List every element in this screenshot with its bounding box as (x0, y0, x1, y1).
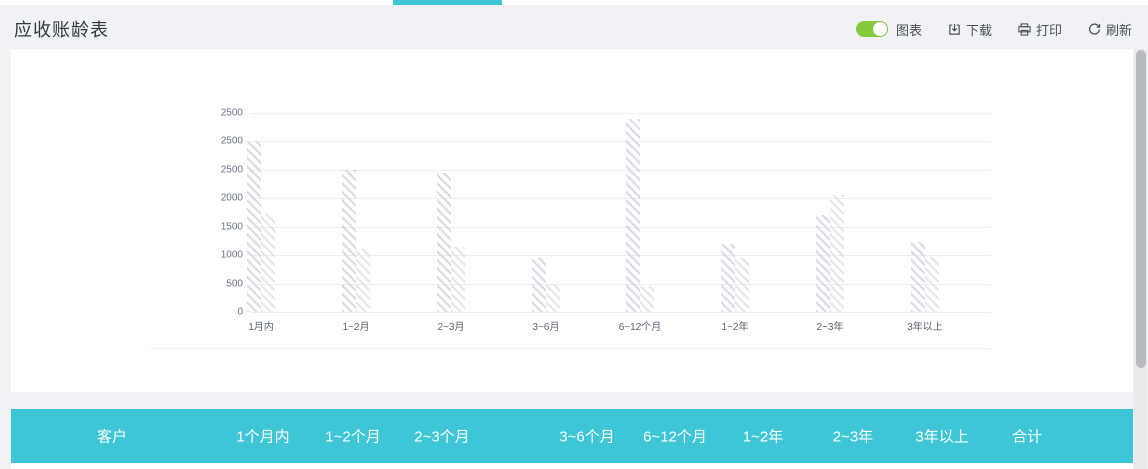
bar-series-2[interactable] (546, 284, 560, 312)
table-header-cell[interactable]: 合计 (1011, 428, 1042, 446)
printer-icon (1018, 22, 1031, 36)
bar-series-1[interactable] (911, 242, 925, 312)
y-axis-tick-label: 1000 (220, 249, 243, 261)
toolbar: 图表 下载 打印 (855, 18, 1132, 40)
bar-series-1[interactable] (816, 215, 830, 312)
download-label: 下载 (965, 22, 992, 38)
refresh-button[interactable]: 刷新 (1088, 20, 1132, 39)
print-button[interactable]: 打印 (1018, 20, 1062, 39)
bar-series-1[interactable] (342, 169, 356, 312)
table-header-cell[interactable]: 1个月内 (236, 428, 290, 446)
page-title: 应收账龄表 (14, 20, 109, 40)
table-header-cell[interactable]: 客户 (96, 428, 127, 446)
refresh-icon (1088, 22, 1101, 36)
table-header-cell[interactable]: 6~12个月 (643, 428, 707, 446)
y-axis-tick-label: 1500 (220, 221, 243, 233)
gridline (251, 169, 991, 171)
bar-series-2[interactable] (735, 257, 749, 312)
bar-series-2[interactable] (830, 194, 844, 312)
bar-series-1[interactable] (721, 243, 735, 312)
bar-series-2[interactable] (261, 213, 275, 312)
x-axis-category-label: 3年以上 (907, 322, 943, 333)
top-tab-strip (0, 0, 1148, 5)
y-axis-tick-label: 2500 (220, 164, 243, 176)
gridline (251, 283, 991, 285)
bar-series-2[interactable] (925, 257, 939, 312)
chart-toggle[interactable]: 图表 (855, 20, 922, 39)
x-axis-category-label: 1~2年 (721, 322, 749, 333)
bar-series-2[interactable] (640, 285, 654, 312)
gridline (251, 141, 991, 143)
print-label: 打印 (1035, 22, 1062, 38)
refresh-label: 刷新 (1105, 22, 1132, 38)
x-axis-category-label: 2~3年 (816, 322, 844, 333)
y-axis-tick-label: 2500 (220, 107, 243, 119)
x-axis-category-label: 2~3月 (437, 322, 465, 333)
gridline (251, 255, 991, 257)
gridline (251, 198, 991, 200)
table-header-cell[interactable]: 3~6个月 (559, 428, 615, 446)
download-icon (948, 23, 961, 36)
download-button[interactable]: 下载 (948, 20, 992, 39)
panel-divider (150, 348, 991, 349)
x-axis-category-label: 6~12个月 (618, 322, 662, 333)
table-header-cell[interactable]: 2~3年 (832, 428, 874, 446)
bar-series-1[interactable] (437, 172, 451, 312)
y-axis-tick-label: 2000 (220, 192, 243, 204)
toggle-switch-icon[interactable] (855, 21, 888, 37)
y-axis-tick-label: 500 (226, 278, 243, 290)
table-header-cell[interactable]: 1~2年 (742, 428, 784, 446)
active-tab-indicator[interactable] (393, 0, 502, 5)
x-axis-category-label: 1月内 (248, 322, 274, 333)
scrollbar-thumb[interactable] (1136, 50, 1146, 368)
table-body-top (11, 463, 1133, 469)
table-header-cell[interactable]: 3年以上 (915, 428, 969, 446)
y-axis-tick-label: 2500 (220, 135, 243, 147)
table-header-cell[interactable]: 1~2个月 (325, 428, 381, 446)
bar-series-2[interactable] (451, 247, 465, 312)
bar-series-1[interactable] (247, 141, 261, 312)
bar-series-1[interactable] (626, 119, 640, 312)
chart-toggle-label: 图表 (895, 22, 922, 38)
y-axis-tick-label: 0 (237, 306, 243, 318)
table-header-row: 客户 1个月内 1~2个月 2~3个月 3~6个月 6~12个月 1~2年 2~3年 3年以上 合… (11, 409, 1133, 463)
x-axis-category-label: 3~6月 (532, 322, 560, 333)
gridline (251, 312, 991, 313)
gridline (251, 226, 991, 228)
chart-panel: 2500 2500 2500 2000 1500 1000 500 0 1月内 1~2月 2~3月 3… (11, 49, 1133, 392)
bar-series-2[interactable] (356, 249, 370, 312)
table-header-cell[interactable]: 2~3个月 (414, 428, 470, 446)
x-axis-category-label: 1~2月 (342, 322, 370, 333)
bar-series-1[interactable] (532, 257, 546, 312)
gridline (251, 112, 991, 114)
